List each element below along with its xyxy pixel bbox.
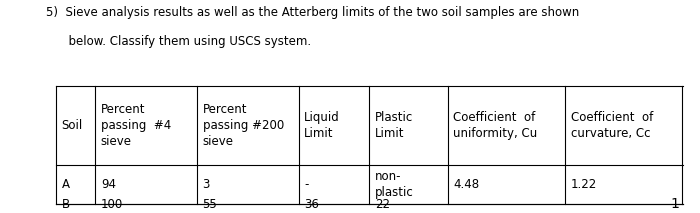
Text: Coefficient  of
curvature, Cc: Coefficient of curvature, Cc xyxy=(570,111,653,140)
Text: 100: 100 xyxy=(101,198,123,211)
Text: 1.22: 1.22 xyxy=(570,178,597,191)
Text: non-
plastic: non- plastic xyxy=(375,170,414,199)
Text: 94: 94 xyxy=(101,178,116,191)
Text: 5)  Sieve analysis results as well as the Atterberg limits of the two soil sampl: 5) Sieve analysis results as well as the… xyxy=(46,6,579,19)
Text: below. Classify them using USCS system.: below. Classify them using USCS system. xyxy=(46,35,311,48)
Text: -: - xyxy=(570,198,575,211)
Text: 55: 55 xyxy=(202,198,217,211)
Text: 4.48: 4.48 xyxy=(453,178,480,191)
Text: -: - xyxy=(304,178,309,191)
Text: 22: 22 xyxy=(375,198,390,211)
Text: Percent
passing  #4
sieve: Percent passing #4 sieve xyxy=(101,103,171,148)
Text: A: A xyxy=(62,178,69,191)
Text: Percent
passing #200
sieve: Percent passing #200 sieve xyxy=(202,103,284,148)
Text: 36: 36 xyxy=(304,198,319,211)
Text: Liquid
Limit: Liquid Limit xyxy=(304,111,340,140)
Text: Coefficient  of
uniformity, Cu: Coefficient of uniformity, Cu xyxy=(453,111,538,140)
Text: 3: 3 xyxy=(202,178,210,191)
Text: B: B xyxy=(62,198,70,211)
Text: Soil: Soil xyxy=(62,119,83,132)
Text: 1: 1 xyxy=(670,197,679,211)
Text: Plastic
Limit: Plastic Limit xyxy=(375,111,413,140)
Text: -: - xyxy=(453,198,458,211)
